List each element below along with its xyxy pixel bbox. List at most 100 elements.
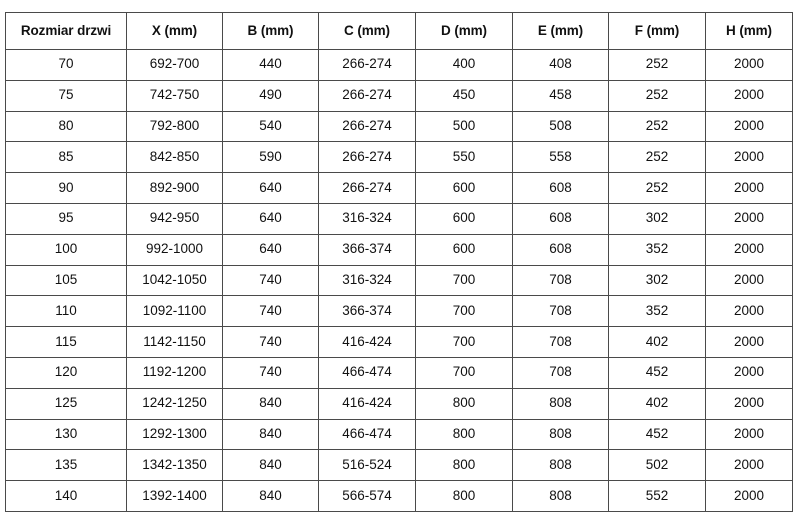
- cell-c: 416-424: [318, 387, 416, 420]
- cell-d: 700: [415, 295, 513, 328]
- cell-c: 266-274: [318, 110, 416, 143]
- cell-c: 266-274: [318, 49, 416, 81]
- cell-x: 1292-1300: [126, 418, 223, 451]
- cell-d: 800: [415, 418, 513, 451]
- cell-b: 640: [222, 233, 319, 266]
- cell-f: 302: [608, 202, 706, 235]
- cell-x: 892-900: [126, 172, 223, 204]
- cell-e: 808: [512, 418, 609, 451]
- cell-d: 500: [415, 110, 513, 143]
- table-row: 105 1042-1050 740 316-324 700 708 302 2000: [5, 264, 793, 297]
- cell-x: 942-950: [126, 202, 223, 235]
- cell-e: 508: [512, 110, 609, 143]
- cell-c: 366-374: [318, 295, 416, 328]
- cell-h: 2000: [705, 418, 793, 451]
- table-body: 70 692-700 440 266-274 400 408 252 2000 75 742-75…: [5, 49, 793, 512]
- cell-e: 608: [512, 202, 609, 235]
- table-row: 140 1392-1400 840 566-574 800 808 552 2000: [5, 480, 793, 512]
- table-row: 80 792-800 540 266-274 500 508 252 2000: [5, 110, 793, 143]
- cell-size: 100: [5, 233, 127, 266]
- table-row: 85 842-850 590 266-274 550 558 252 2000: [5, 141, 793, 174]
- cell-d: 800: [415, 387, 513, 420]
- cell-e: 608: [512, 233, 609, 266]
- cell-size: 110: [5, 295, 127, 328]
- cell-e: 708: [512, 264, 609, 297]
- spec-table-sheet: Rozmiar drzwi X (mm) B (mm) C (mm) D (mm…: [5, 12, 793, 512]
- cell-b: 590: [222, 141, 319, 174]
- cell-b: 740: [222, 356, 319, 389]
- cell-e: 808: [512, 387, 609, 420]
- table-header-row: Rozmiar drzwi X (mm) B (mm) C (mm) D (mm…: [5, 12, 793, 50]
- cell-f: 252: [608, 141, 706, 174]
- cell-d: 700: [415, 356, 513, 389]
- cell-h: 2000: [705, 49, 793, 81]
- cell-f: 402: [608, 387, 706, 420]
- cell-x: 1242-1250: [126, 387, 223, 420]
- cell-x: 692-700: [126, 49, 223, 81]
- cell-e: 708: [512, 295, 609, 328]
- cell-d: 700: [415, 264, 513, 297]
- cell-f: 252: [608, 79, 706, 112]
- cell-d: 550: [415, 141, 513, 174]
- cell-h: 2000: [705, 264, 793, 297]
- cell-f: 252: [608, 172, 706, 204]
- cell-b: 740: [222, 264, 319, 297]
- cell-x: 1342-1350: [126, 449, 223, 482]
- cell-size: 125: [5, 387, 127, 420]
- cell-h: 2000: [705, 172, 793, 204]
- cell-c: 266-274: [318, 172, 416, 204]
- cell-c: 566-574: [318, 480, 416, 512]
- cell-b: 640: [222, 202, 319, 235]
- cell-size: 135: [5, 449, 127, 482]
- cell-f: 252: [608, 49, 706, 81]
- cell-size: 140: [5, 480, 127, 512]
- cell-h: 2000: [705, 110, 793, 143]
- cell-size: 105: [5, 264, 127, 297]
- cell-h: 2000: [705, 356, 793, 389]
- table-row: 120 1192-1200 740 466-474 700 708 452 2000: [5, 356, 793, 389]
- column-header-e: E (mm): [512, 12, 609, 50]
- cell-d: 600: [415, 172, 513, 204]
- cell-d: 800: [415, 480, 513, 512]
- cell-c: 516-524: [318, 449, 416, 482]
- cell-size: 120: [5, 356, 127, 389]
- cell-f: 452: [608, 418, 706, 451]
- cell-x: 1142-1150: [126, 326, 223, 358]
- cell-h: 2000: [705, 387, 793, 420]
- cell-x: 1042-1050: [126, 264, 223, 297]
- cell-h: 2000: [705, 202, 793, 235]
- table-row: 75 742-750 490 266-274 450 458 252 2000: [5, 79, 793, 112]
- table-row: 135 1342-1350 840 516-524 800 808 502 2000: [5, 449, 793, 482]
- table-row: 95 942-950 640 316-324 600 608 302 2000: [5, 202, 793, 235]
- column-header-x: X (mm): [126, 12, 223, 50]
- cell-f: 352: [608, 233, 706, 266]
- cell-x: 792-800: [126, 110, 223, 143]
- cell-x: 842-850: [126, 141, 223, 174]
- table-row: 130 1292-1300 840 466-474 800 808 452 2000: [5, 418, 793, 451]
- cell-b: 540: [222, 110, 319, 143]
- cell-d: 400: [415, 49, 513, 81]
- cell-f: 302: [608, 264, 706, 297]
- cell-f: 502: [608, 449, 706, 482]
- cell-b: 490: [222, 79, 319, 112]
- cell-b: 840: [222, 480, 319, 512]
- door-dimensions-table: Rozmiar drzwi X (mm) B (mm) C (mm) D (mm…: [5, 12, 793, 512]
- table-row: 115 1142-1150 740 416-424 700 708 402 2000: [5, 326, 793, 358]
- cell-f: 552: [608, 480, 706, 512]
- cell-c: 416-424: [318, 326, 416, 358]
- cell-c: 316-324: [318, 264, 416, 297]
- table-row: 110 1092-1100 740 366-374 700 708 352 2000: [5, 295, 793, 328]
- cell-size: 70: [5, 49, 127, 81]
- cell-e: 558: [512, 141, 609, 174]
- cell-b: 840: [222, 449, 319, 482]
- cell-b: 740: [222, 326, 319, 358]
- cell-size: 115: [5, 326, 127, 358]
- cell-h: 2000: [705, 79, 793, 112]
- table-row: 90 892-900 640 266-274 600 608 252 2000: [5, 172, 793, 204]
- cell-d: 450: [415, 79, 513, 112]
- cell-h: 2000: [705, 480, 793, 512]
- cell-x: 1392-1400: [126, 480, 223, 512]
- column-header-b: B (mm): [222, 12, 319, 50]
- cell-f: 452: [608, 356, 706, 389]
- cell-e: 408: [512, 49, 609, 81]
